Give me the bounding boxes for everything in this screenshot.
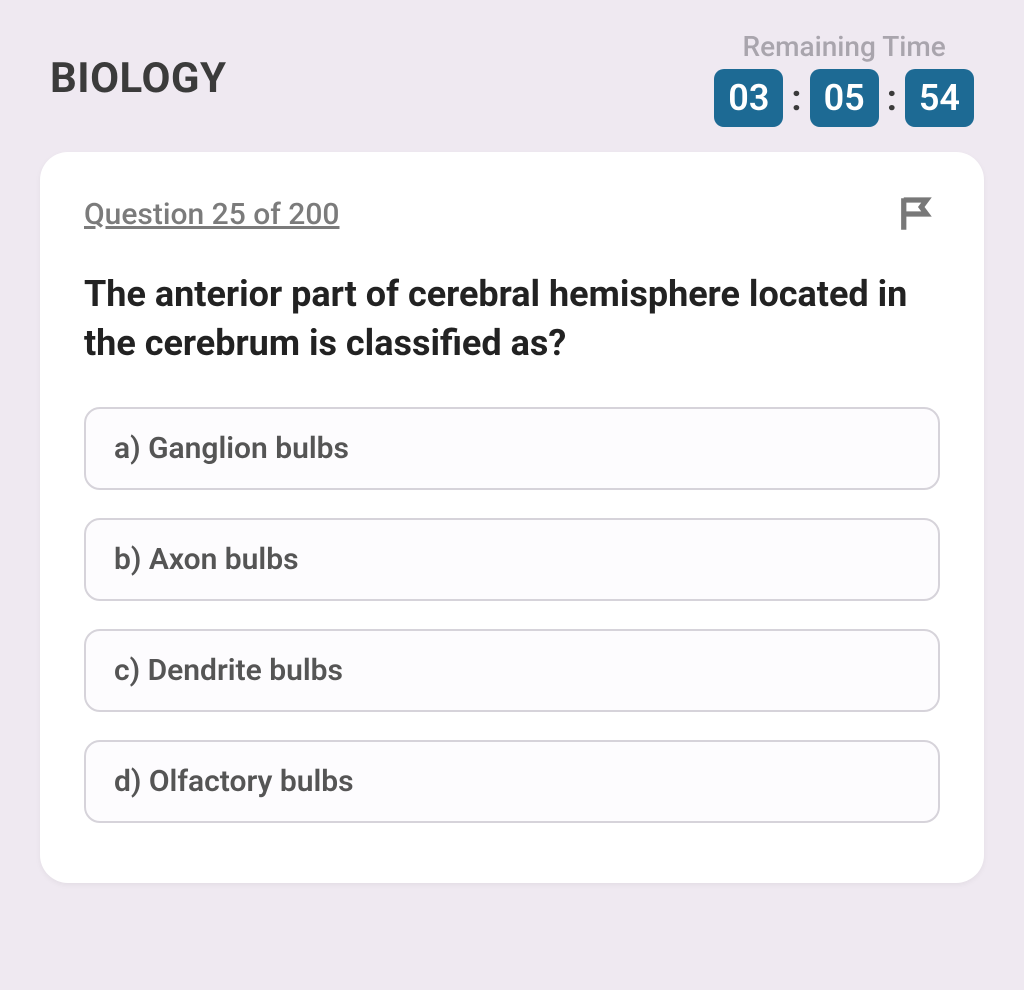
timer-colon: : (791, 77, 801, 119)
option-label: a) Ganglion bulbs (114, 431, 349, 466)
timer-colon: : (887, 77, 897, 119)
flag-button[interactable] (892, 190, 940, 238)
question-card: Question 25 of 200 The anterior part of … (40, 152, 984, 883)
question-header: Question 25 of 200 (84, 190, 940, 238)
timer-block: Remaining Time 03 : 05 : 54 (714, 30, 974, 127)
option-c[interactable]: c) Dendrite bulbs (84, 629, 940, 712)
subject-title: BIOLOGY (50, 54, 227, 103)
timer-minutes: 05 (810, 69, 879, 127)
options-list: a) Ganglion bulbs b) Axon bulbs c) Dendr… (84, 407, 940, 823)
option-label: d) Olfactory bulbs (114, 764, 354, 799)
option-label: b) Axon bulbs (114, 542, 299, 577)
flag-icon (895, 193, 937, 235)
timer-label: Remaining Time (742, 30, 945, 63)
quiz-header: BIOLOGY Remaining Time 03 : 05 : 54 (40, 30, 984, 152)
option-a[interactable]: a) Ganglion bulbs (84, 407, 940, 490)
option-label: c) Dendrite bulbs (114, 653, 343, 688)
option-b[interactable]: b) Axon bulbs (84, 518, 940, 601)
timer-hours: 03 (714, 69, 783, 127)
question-text: The anterior part of cerebral hemisphere… (84, 270, 940, 367)
option-d[interactable]: d) Olfactory bulbs (84, 740, 940, 823)
question-counter: Question 25 of 200 (84, 197, 339, 232)
timer: 03 : 05 : 54 (714, 69, 974, 127)
timer-seconds: 54 (905, 69, 974, 127)
